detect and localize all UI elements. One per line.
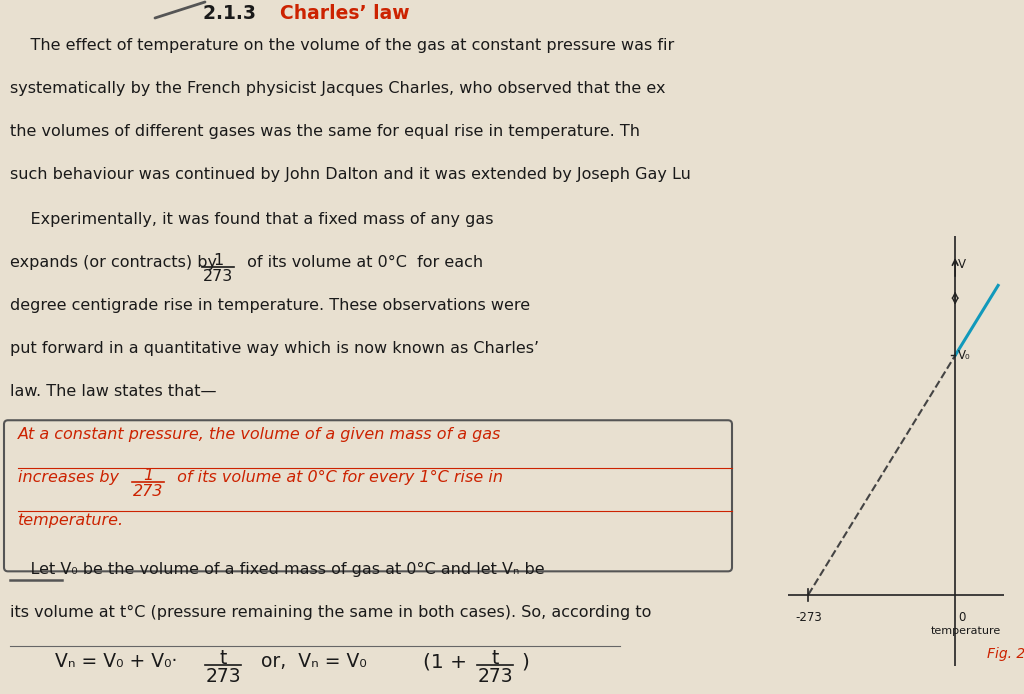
Text: ): ): [521, 652, 528, 671]
Text: law. The law states that—: law. The law states that—: [10, 384, 216, 399]
Text: temperature.: temperature.: [18, 514, 124, 528]
Text: or,  Vₙ = V₀: or, Vₙ = V₀: [249, 652, 367, 671]
Text: degree centigrade rise in temperature. These observations were: degree centigrade rise in temperature. T…: [10, 298, 530, 313]
Text: 273: 273: [205, 668, 241, 686]
Text: 273: 273: [477, 668, 513, 686]
Text: expands (or contracts) by: expands (or contracts) by: [10, 255, 222, 270]
Text: such behaviour was continued by John Dalton and it was extended by Joseph Gay Lu: such behaviour was continued by John Dal…: [10, 167, 691, 182]
Text: 0: 0: [958, 611, 966, 625]
Text: 273: 273: [133, 484, 163, 499]
Text: 1: 1: [143, 468, 153, 483]
Text: 273: 273: [203, 269, 233, 284]
Text: The effect of temperature on the volume of the gas at constant pressure was fir: The effect of temperature on the volume …: [10, 38, 674, 53]
Text: Vₙ = V₀ + V₀·: Vₙ = V₀ + V₀·: [55, 652, 177, 671]
Text: 1: 1: [213, 253, 223, 268]
Text: systematically by the French physicist Jacques Charles, who observed that the ex: systematically by the French physicist J…: [10, 81, 666, 96]
Text: t: t: [492, 650, 499, 668]
Text: Fig. 2.: Fig. 2.: [987, 647, 1024, 661]
Text: t: t: [219, 650, 226, 668]
Text: Experimentally, it was found that a fixed mass of any gas: Experimentally, it was found that a fixe…: [10, 212, 494, 227]
Text: temperature: temperature: [931, 625, 1001, 636]
Text: V₀: V₀: [958, 349, 971, 362]
Text: Let V₀ be the volume of a fixed mass of gas at 0°C and let Vₙ be: Let V₀ be the volume of a fixed mass of …: [10, 562, 545, 577]
Text: 2.1.3: 2.1.3: [203, 4, 269, 23]
Text: increases by: increases by: [18, 471, 124, 485]
Text: the volumes of different gases was the same for equal rise in temperature. Th: the volumes of different gases was the s…: [10, 124, 640, 139]
Text: V: V: [958, 258, 967, 271]
Text: of its volume at 0°C  for each: of its volume at 0°C for each: [242, 255, 483, 270]
Text: -273: -273: [795, 611, 821, 625]
Text: (1 +: (1 +: [423, 652, 473, 671]
Text: At a constant pressure, the volume of a given mass of a gas: At a constant pressure, the volume of a …: [18, 428, 502, 442]
Text: put forward in a quantitative way which is now known as Charles’: put forward in a quantitative way which …: [10, 341, 539, 356]
Text: its volume at t°C (pressure remaining the same in both cases). So, according to: its volume at t°C (pressure remaining th…: [10, 605, 651, 620]
Text: Charles’ law: Charles’ law: [280, 4, 410, 23]
Text: of its volume at 0°C for every 1°C rise in: of its volume at 0°C for every 1°C rise …: [172, 471, 503, 485]
